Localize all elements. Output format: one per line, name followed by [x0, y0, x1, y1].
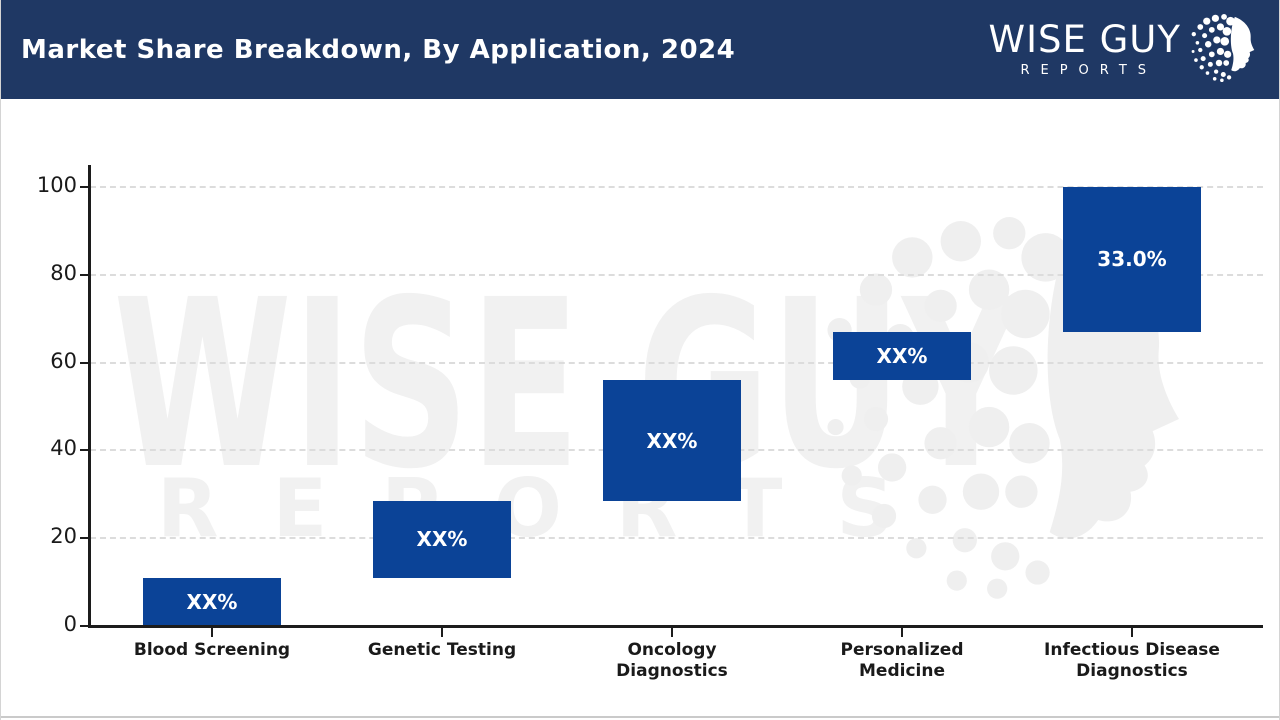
x-category-label: Genetic Testing	[367, 640, 517, 660]
x-tickmark	[441, 628, 443, 637]
logo-face-icon	[1191, 13, 1255, 82]
ytick-label: 80	[50, 260, 77, 285]
gridline	[90, 273, 1263, 276]
y-axis-line	[88, 165, 91, 628]
ytick-label: 100	[36, 173, 77, 197]
x-tickmark	[671, 628, 673, 637]
header: Market Share Breakdown, By Application, …	[1, 0, 1279, 99]
logo-subtext: REPORTS	[1020, 63, 1158, 78]
x-category-label: Personalized Medicine	[840, 640, 964, 681]
bar-value-label: XX%	[416, 527, 468, 552]
bar: XX%	[143, 577, 281, 626]
y-tickmark	[80, 537, 90, 540]
x-category-label: Infectious Disease Diagnostics	[1044, 640, 1220, 681]
gridline	[90, 186, 1263, 188]
logo-text: WISE GUY REPORTS	[989, 21, 1181, 78]
chart-title: Market Share Breakdown, By Application, …	[21, 34, 736, 65]
x-tickmark	[211, 628, 213, 637]
plot-area: WISE GUY REPORTS 0 20 40 60 80 100 XX% XX% XX% XX…	[1, 99, 1279, 720]
bar-value-label: XX%	[876, 344, 928, 368]
ytick-label: 0	[63, 612, 77, 636]
y-tickmark	[80, 625, 90, 627]
bar: XX%	[603, 380, 741, 501]
y-tickmark	[80, 449, 90, 452]
x-category-label: Blood Screening	[133, 640, 291, 660]
y-tickmark	[80, 273, 90, 276]
logo-wordmark: WISE GUY	[988, 18, 1181, 61]
ytick-label: 20	[50, 524, 77, 549]
x-category-label: Oncology Diagnostics	[616, 640, 728, 681]
y-tickmark	[80, 361, 90, 364]
wiseguy-logo: WISE GUY REPORTS	[989, 8, 1255, 92]
y-tickmark	[80, 186, 90, 188]
bar-value-label: 33.0%	[1097, 247, 1167, 272]
bar-value-label: XX%	[646, 428, 698, 453]
x-tickmark	[901, 628, 903, 637]
x-tickmark	[1131, 628, 1133, 637]
gridline	[90, 361, 1263, 364]
bottom-border	[1, 716, 1279, 718]
bar: XX%	[833, 331, 971, 381]
bar-value-label: XX%	[186, 589, 238, 614]
ytick-label: 40	[50, 436, 77, 461]
bar: 33.0%	[1063, 187, 1201, 332]
gridline	[90, 537, 1263, 540]
ytick-label: 60	[50, 348, 77, 373]
bar: XX%	[373, 500, 511, 578]
x-axis-line	[88, 625, 1263, 628]
